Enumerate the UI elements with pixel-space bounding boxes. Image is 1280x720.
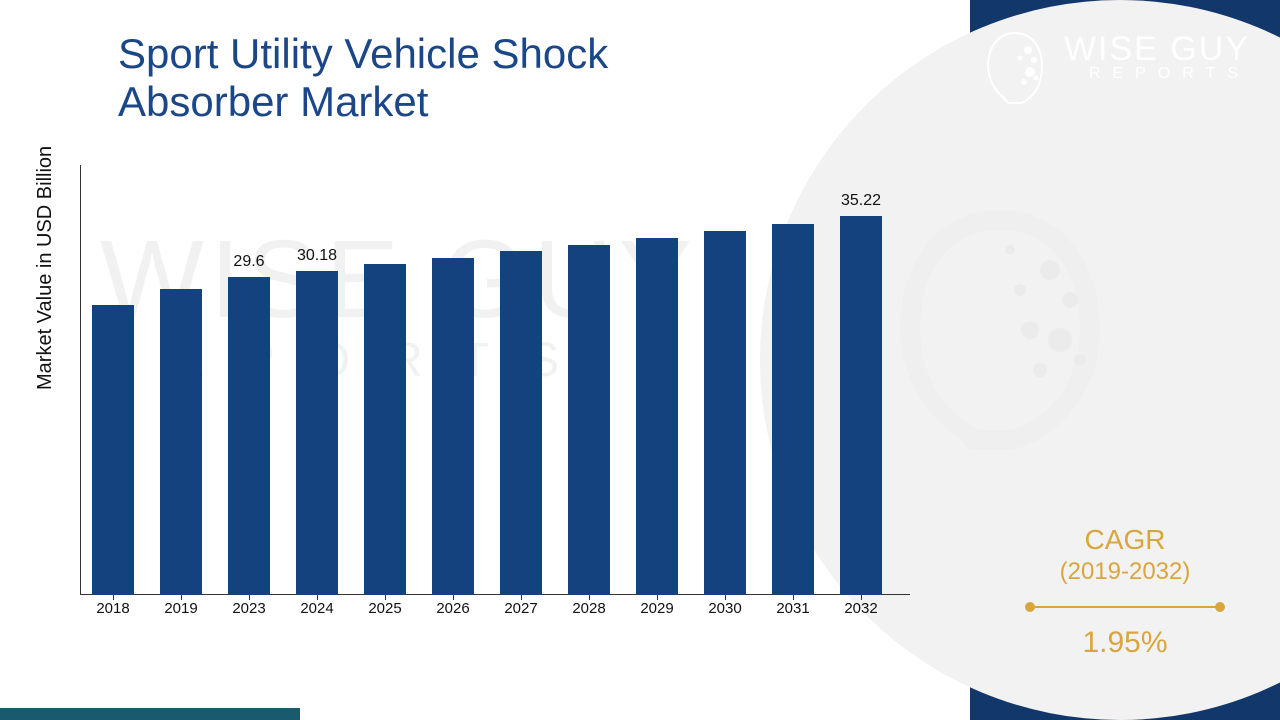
x-axis-label: 2019 — [146, 600, 216, 617]
brand-head-icon — [980, 28, 1050, 108]
bar — [296, 271, 338, 595]
x-axis-label: 2028 — [554, 600, 624, 617]
bar — [92, 305, 134, 595]
bar — [500, 251, 542, 595]
bar — [840, 216, 882, 595]
cagr-label: CAGR — [1010, 524, 1240, 556]
x-axis-label: 2031 — [758, 600, 828, 617]
x-axis-label: 2029 — [622, 600, 692, 617]
y-axis-label: Market Value in USD Billion — [34, 146, 57, 390]
bar — [432, 258, 474, 595]
x-axis-label: 2018 — [78, 600, 148, 617]
brand-line2: REPORTS — [1064, 65, 1250, 83]
chart-title: Sport Utility Vehicle Shock Absorber Mar… — [118, 30, 738, 127]
bar — [364, 264, 406, 595]
x-axis-label: 2024 — [282, 600, 352, 617]
x-axis-label: 2030 — [690, 600, 760, 617]
cagr-divider — [1030, 606, 1220, 608]
x-axis-label: 2032 — [826, 600, 896, 617]
bar — [636, 238, 678, 595]
bottom-accent-bar — [0, 708, 300, 720]
cagr-value: 1.95% — [1010, 626, 1240, 660]
bar-value-label: 35.22 — [826, 192, 896, 210]
bar-value-label: 29.6 — [214, 253, 284, 271]
brand-line1: WISE GUY — [1064, 30, 1250, 69]
cagr-box: CAGR (2019-2032) 1.95% — [1010, 524, 1240, 660]
x-axis-label: 2023 — [214, 600, 284, 617]
bar — [228, 277, 270, 595]
bar — [772, 224, 814, 595]
x-axis-label: 2026 — [418, 600, 488, 617]
x-axis-label: 2025 — [350, 600, 420, 617]
bar-value-label: 30.18 — [282, 247, 352, 265]
x-axis-label: 2027 — [486, 600, 556, 617]
bar — [568, 245, 610, 595]
cagr-range: (2019-2032) — [1010, 558, 1240, 586]
brand-logo: WISE GUY REPORTS — [1064, 30, 1250, 83]
bars-container: 29.630.18 35.22 — [80, 165, 910, 595]
x-labels-container: 2018201920232024202520262027202820292030… — [80, 600, 910, 620]
infographic-stage: WISE GUY REPORTS Sport Utility Vehicle S… — [0, 0, 1280, 720]
chart-area: 29.630.18 35.22 — [80, 165, 910, 595]
bar — [704, 231, 746, 595]
bar — [160, 289, 202, 595]
